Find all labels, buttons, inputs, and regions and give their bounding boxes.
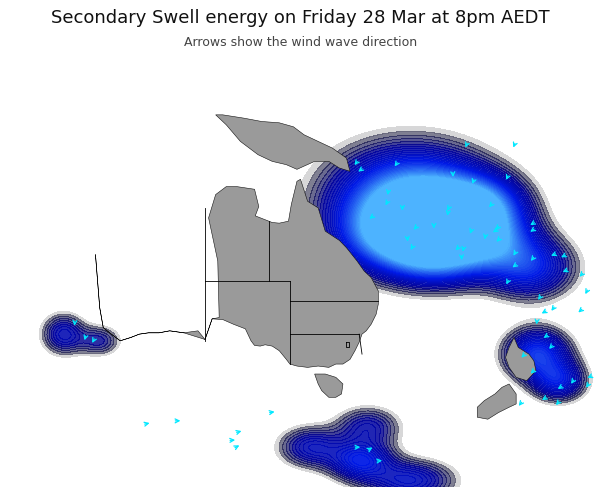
Polygon shape	[96, 179, 378, 367]
Polygon shape	[315, 374, 343, 397]
Polygon shape	[477, 384, 516, 419]
Text: Arrows show the wind wave direction: Arrows show the wind wave direction	[184, 37, 417, 49]
Polygon shape	[505, 337, 536, 381]
Text: Secondary Swell energy on Friday 28 Mar at 8pm AEDT: Secondary Swell energy on Friday 28 Mar …	[51, 9, 550, 27]
Polygon shape	[216, 115, 350, 171]
